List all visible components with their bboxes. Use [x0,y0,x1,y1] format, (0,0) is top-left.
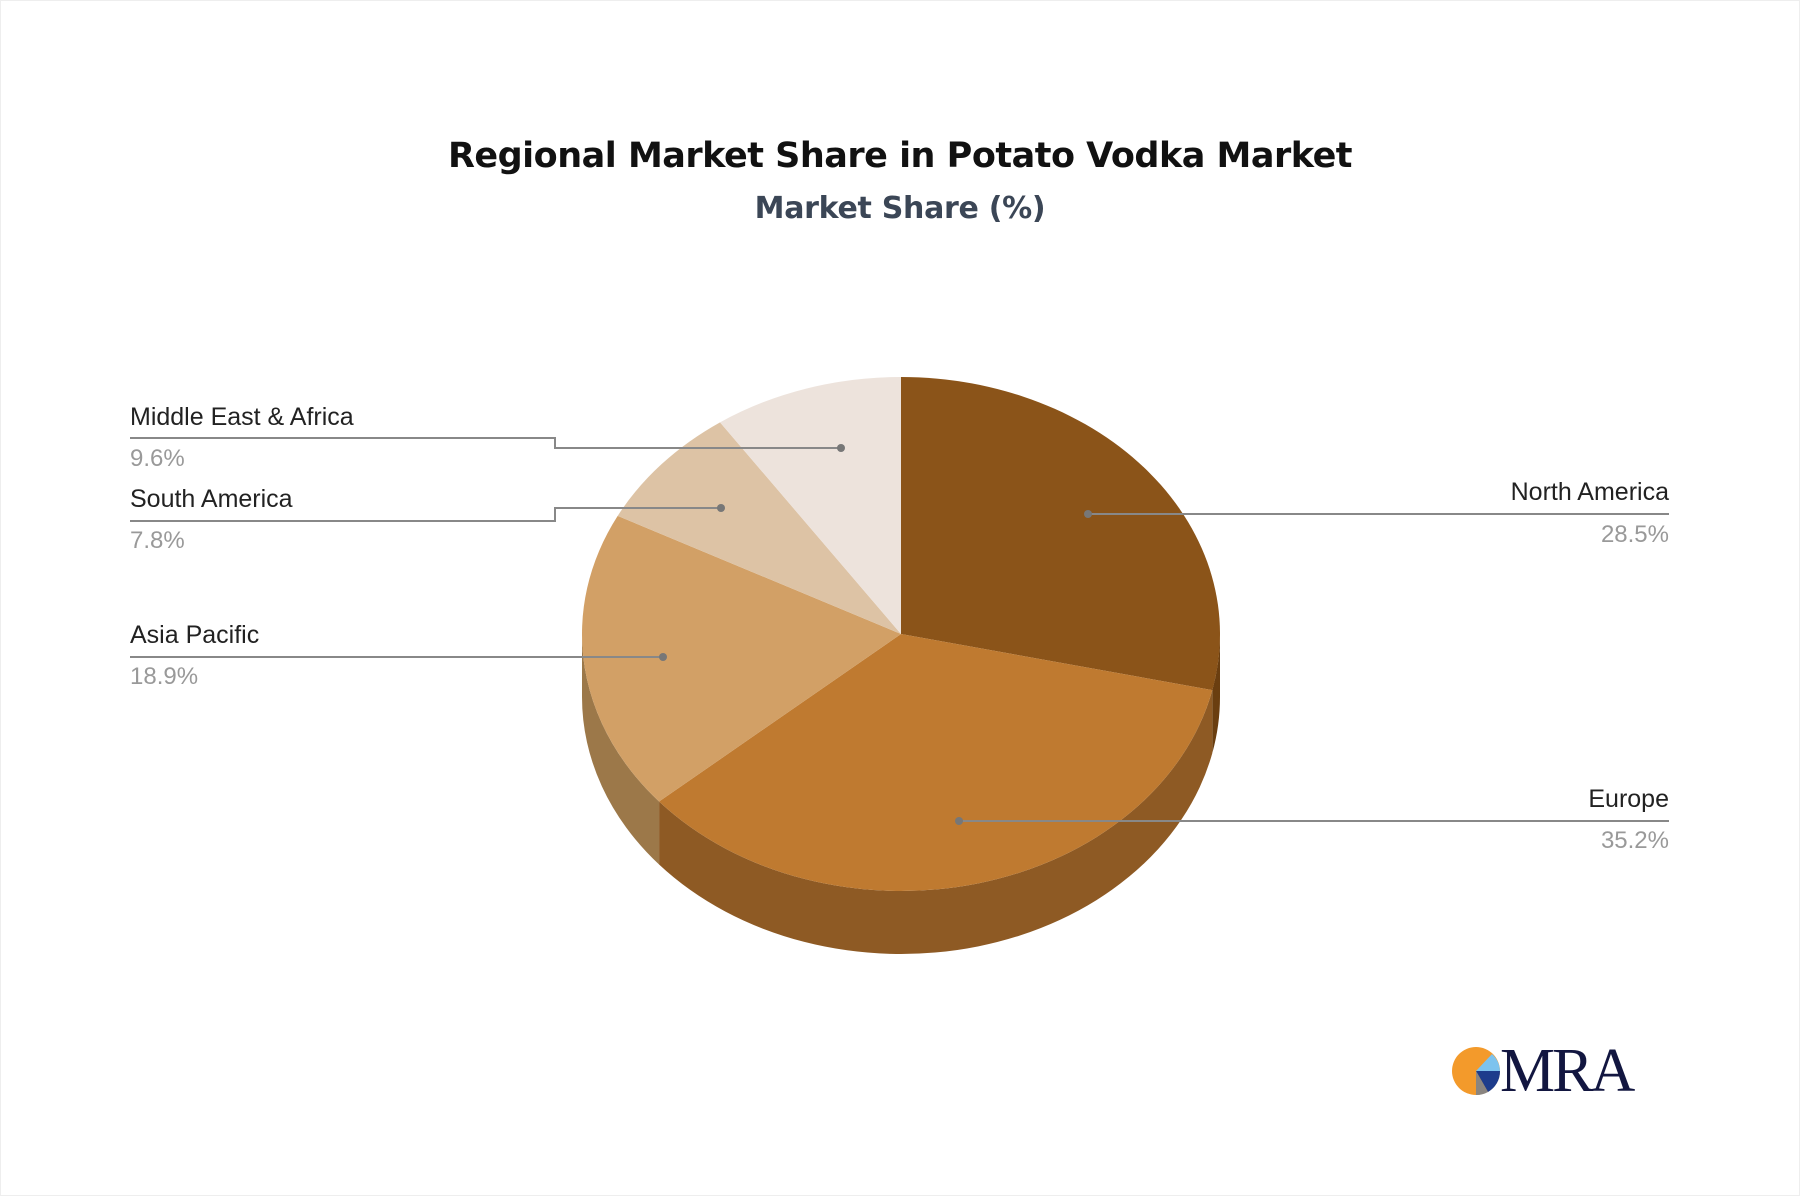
leader-dot-south-america [717,504,725,512]
pie-side-north-america [1212,634,1220,754]
leader-line-south-america [130,507,721,522]
pie-side-europe [659,690,1213,955]
chart-subtitle: Market Share (%) [754,191,1046,226]
value-middle-east-africa: 9.6% [130,445,185,472]
leader-dot-europe [955,817,963,825]
value-europe: 35.2% [1600,827,1669,854]
chart-title: Regional Market Share in Potato Vodka Ma… [447,136,1353,176]
value-asia-pacific: 18.9% [130,663,199,690]
pie-slice-europe [659,634,1213,892]
pie-slice-asia-pacific [582,515,901,802]
value-north-america: 28.5% [1600,521,1669,548]
pie-slice-south-america [617,422,901,634]
pie-slice-middle-east-africa [720,377,901,634]
label-asia-pacific: Asia Pacific [130,621,260,649]
logo-pie-icon [1452,1047,1501,1096]
label-europe: Europe [1588,785,1669,813]
leader-dot-asia-pacific [659,653,667,661]
logo-text: MRA [1500,1037,1635,1105]
value-south-america: 7.8% [130,527,185,554]
leader-dot-middle-east-africa [837,444,845,452]
pie-slice-north-america [901,377,1220,691]
label-south-america: South America [130,485,293,513]
label-middle-east-africa: Middle East & Africa [130,403,354,431]
mra-logo: MRA [1448,1037,1648,1105]
leader-line-middle-east-africa [130,437,841,449]
pie-side-asia-pacific [582,634,660,865]
label-north-america: North America [1510,478,1669,506]
leader-dot-north-america [1084,510,1092,518]
